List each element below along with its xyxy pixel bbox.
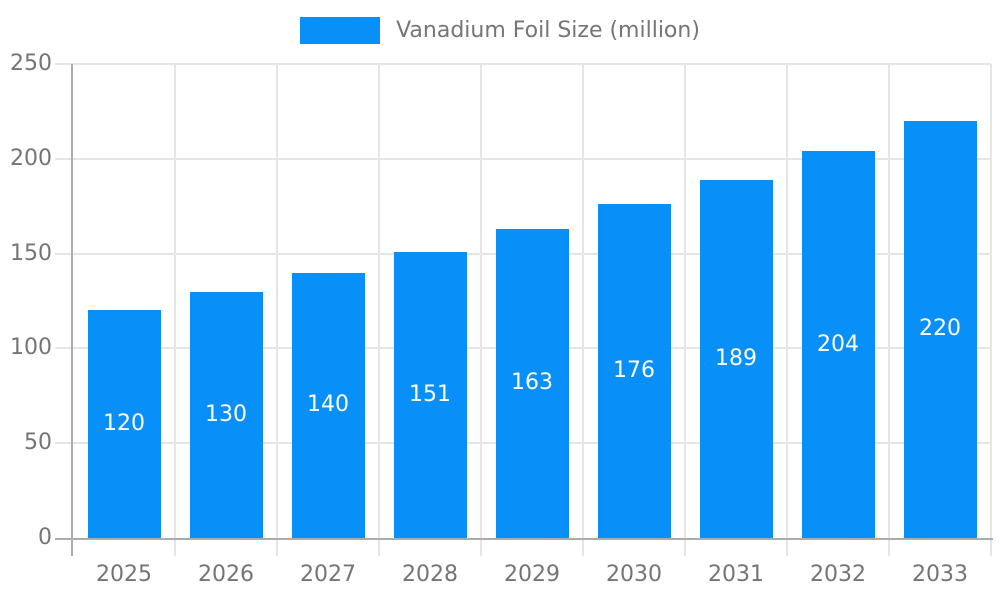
y-axis-tick [55,63,73,65]
y-axis-label: 50 [24,430,52,456]
bar-value-label: 204 [817,331,859,357]
x-gridline [276,64,278,538]
y-axis-label: 0 [38,525,52,550]
x-axis-tick [888,540,890,556]
bar: 220 [903,120,977,538]
y-axis-tick [55,157,73,160]
x-gridline [684,64,686,538]
x-gridline [990,64,992,538]
y-axis-tick [55,347,73,350]
legend-swatch [300,16,381,44]
x-axis-label: 2026 [198,562,254,587]
x-gridline [888,64,890,538]
x-axis-tick [480,540,482,556]
bar: 189 [699,179,773,538]
bar-value-label: 140 [307,392,349,418]
y-axis-label: 250 [10,51,52,76]
x-axis-label: 2027 [300,562,356,587]
x-axis-label: 2030 [606,562,662,587]
y-axis-label: 200 [10,145,52,171]
bar: 140 [291,272,365,538]
x-gridline [174,64,176,538]
bar-value-label: 130 [205,401,247,427]
legend-item[interactable]: Vanadium Foil Size (million) [0,14,1000,46]
x-axis-tick [990,540,992,556]
bar: 204 [801,151,875,538]
x-axis-tick [786,540,788,556]
x-axis-label: 2028 [402,562,458,587]
x-gridline [786,64,788,538]
x-axis-label: 2025 [96,562,152,587]
x-axis-label: 2031 [708,562,764,587]
bar-value-label: 189 [715,345,757,371]
x-axis-tick [276,540,278,556]
bar-value-label: 220 [919,316,961,342]
x-axis-tick [684,540,686,556]
bar-value-label: 151 [409,381,451,407]
x-axis-line [55,538,993,540]
x-axis-tick [174,540,176,556]
bar: 176 [597,204,671,538]
bar-value-label: 176 [613,358,655,384]
bar: 130 [189,291,263,538]
bar: 120 [87,310,161,538]
x-gridline [582,64,584,538]
x-axis-label: 2033 [912,562,968,587]
legend-label: Vanadium Foil Size (million) [396,17,700,43]
x-axis-tick [582,540,584,556]
bar-value-label: 163 [511,370,553,396]
x-axis-tick [378,540,380,556]
x-axis-label: 2032 [810,562,866,587]
y-gridline [73,157,991,160]
bar: 163 [495,228,569,538]
x-gridline [378,64,380,538]
bar-value-label: 120 [103,411,145,437]
y-axis-label: 150 [10,240,52,266]
bar: 151 [393,251,467,538]
y-gridline [73,63,991,65]
x-gridline [480,64,482,538]
x-axis-label: 2029 [504,562,560,587]
y-axis-tick [55,252,73,255]
y-axis-label: 100 [10,335,52,361]
y-axis-line [71,64,73,556]
y-axis-tick [55,442,73,445]
